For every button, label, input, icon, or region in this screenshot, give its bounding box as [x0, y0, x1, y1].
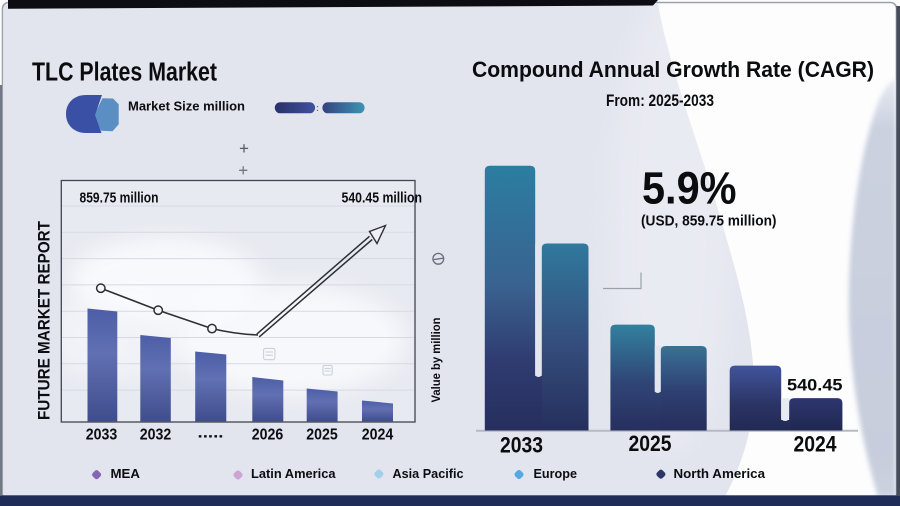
svg-text:North America: North America: [674, 467, 767, 481]
svg-text:859.75 million: 859.75 million: [80, 190, 159, 207]
svg-text:2025: 2025: [629, 431, 672, 456]
svg-text:FUTURE MARKET REPORT: FUTURE MARKET REPORT: [35, 220, 54, 420]
svg-text:(USD, 859.75 million): (USD, 859.75 million): [641, 213, 777, 230]
svg-text:2032: 2032: [140, 427, 172, 444]
svg-text:MEA: MEA: [111, 467, 141, 481]
svg-text::: :: [316, 103, 319, 113]
svg-text:2024: 2024: [362, 427, 394, 444]
svg-text:2033: 2033: [500, 433, 543, 458]
svg-text:Compound Annual Growth Rate (C: Compound Annual Growth Rate (CAGR): [472, 57, 874, 82]
svg-text:540.45: 540.45: [787, 377, 843, 395]
svg-text:TLC Plates Market: TLC Plates Market: [32, 59, 217, 87]
svg-text:Value by million: Value by million: [429, 318, 443, 403]
svg-text:Market Size million: Market Size million: [128, 99, 245, 114]
svg-text:.....: .....: [198, 425, 224, 442]
svg-text:5.9%: 5.9%: [642, 163, 737, 214]
svg-text:2026: 2026: [252, 427, 284, 444]
svg-text:From: 2025-2033: From: 2025-2033: [606, 92, 714, 110]
svg-text:Europe: Europe: [534, 467, 578, 481]
svg-text:540.45 million: 540.45 million: [342, 190, 423, 207]
svg-text:2024: 2024: [794, 432, 838, 457]
svg-text:2025: 2025: [306, 427, 338, 444]
svg-text:2033: 2033: [86, 427, 118, 444]
svg-text:Asia Pacific: Asia Pacific: [393, 467, 464, 481]
svg-text:Latin America: Latin America: [251, 467, 337, 481]
